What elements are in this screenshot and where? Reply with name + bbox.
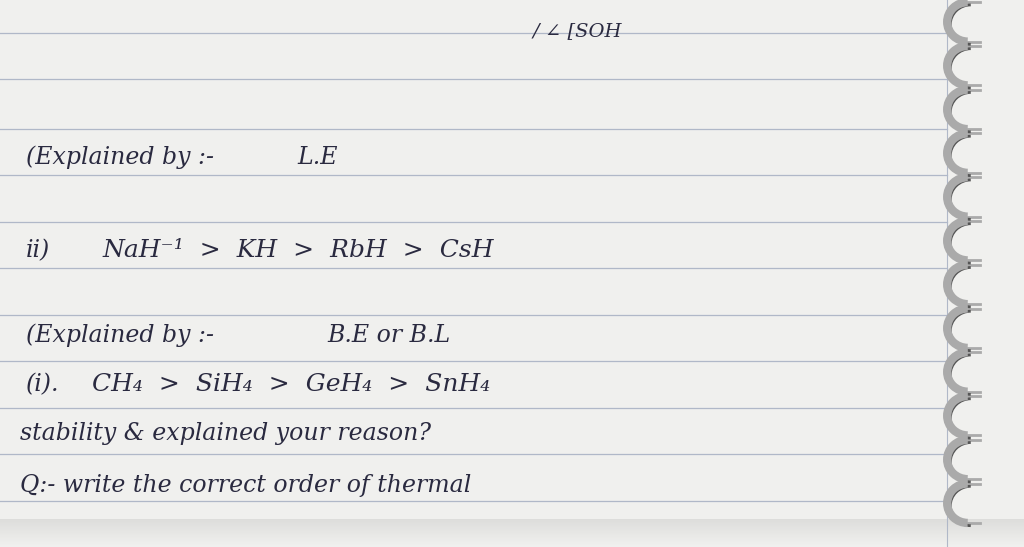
Text: Q:- write the correct order of thermal: Q:- write the correct order of thermal: [20, 474, 472, 497]
Text: CH₄  >  SiH₄  >  GeH₄  >  SnH₄: CH₄ > SiH₄ > GeH₄ > SnH₄: [92, 373, 490, 396]
Text: ii): ii): [26, 239, 50, 262]
Text: (i).: (i).: [26, 373, 59, 396]
Text: (Explained by :-: (Explained by :-: [26, 146, 214, 169]
Text: (Explained by :-: (Explained by :-: [26, 323, 214, 347]
Text: / ∠ [SOH: / ∠ [SOH: [532, 21, 622, 39]
Text: stability & explained your reason?: stability & explained your reason?: [20, 422, 431, 445]
Text: L.E: L.E: [297, 146, 338, 169]
Text: NaH⁻¹  >  KH  >  RbH  >  CsH: NaH⁻¹ > KH > RbH > CsH: [102, 239, 494, 262]
Text: B.E or B.L: B.E or B.L: [328, 324, 451, 347]
